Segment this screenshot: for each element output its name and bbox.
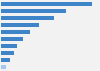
Bar xyxy=(1,37,23,41)
Bar xyxy=(1,30,30,34)
Bar xyxy=(1,51,14,55)
Bar xyxy=(1,23,39,27)
Bar xyxy=(1,2,92,6)
Bar xyxy=(1,58,10,62)
Bar xyxy=(1,65,6,69)
Bar xyxy=(1,16,54,20)
Bar xyxy=(1,9,66,13)
Bar xyxy=(1,44,17,48)
